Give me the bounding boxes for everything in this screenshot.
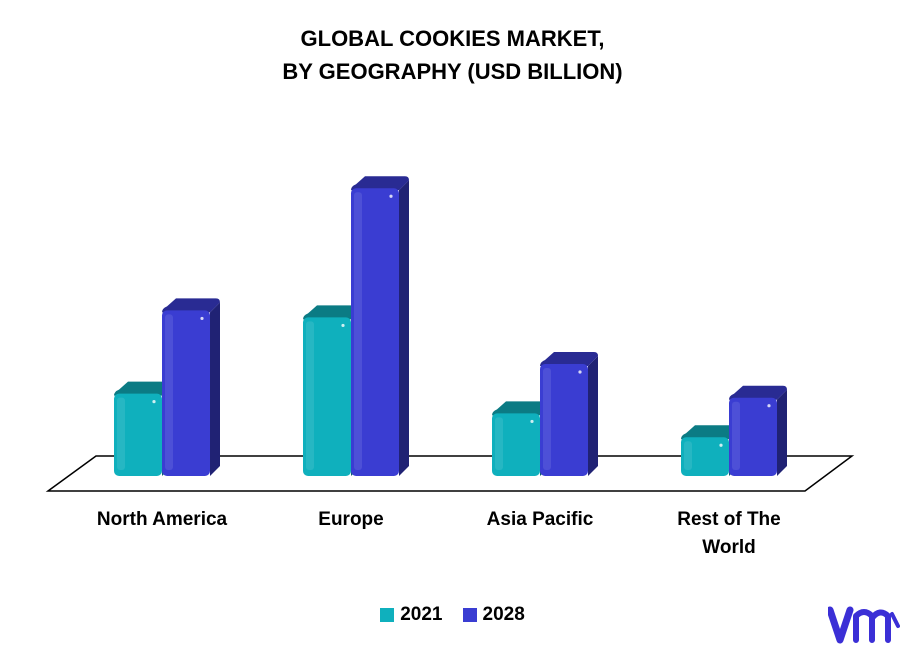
legend-label-2028: 2028 — [482, 604, 525, 625]
chart-floor — [45, 455, 855, 492]
chart-title: GLOBAL COOKIES MARKET, BY GEOGRAPHY (USD… — [0, 22, 905, 88]
bar-2028-2 — [540, 351, 598, 476]
bar-2028-3 — [729, 385, 787, 476]
x-tick-label-2-line-0: Asia Pacific — [486, 509, 594, 530]
x-tick-label-0-line-0: North America — [96, 509, 228, 530]
x-tick-label-3-line-0: Rest of The — [677, 509, 781, 530]
chart-title-line-2: BY GEOGRAPHY (USD BILLION) — [282, 59, 623, 84]
legend-swatch-2028 — [462, 608, 477, 622]
x-tick-label-1-line-0: Europe — [318, 509, 384, 530]
vmr-logo-icon — [828, 606, 900, 644]
x-tick-label-3-line-1: World — [702, 537, 756, 558]
legend: 2021 2028 — [0, 604, 905, 626]
bar-2028-1 — [351, 176, 409, 476]
x-tick-label-0: North America — [77, 506, 247, 534]
bar-2028-0 — [162, 298, 220, 476]
legend-label-2021: 2021 — [400, 604, 443, 625]
x-tick-label-1: Europe — [266, 506, 436, 534]
legend-item-2021: 2021 — [380, 604, 443, 626]
legend-swatch-2021 — [380, 608, 395, 622]
bar-2021-2 — [492, 401, 550, 476]
legend-item-2028: 2028 — [462, 604, 525, 626]
x-tick-label-3: Rest of The World — [644, 506, 814, 562]
chart-title-line-1: GLOBAL COOKIES MARKET, — [300, 26, 605, 51]
x-tick-label-2: Asia Pacific — [455, 506, 625, 534]
